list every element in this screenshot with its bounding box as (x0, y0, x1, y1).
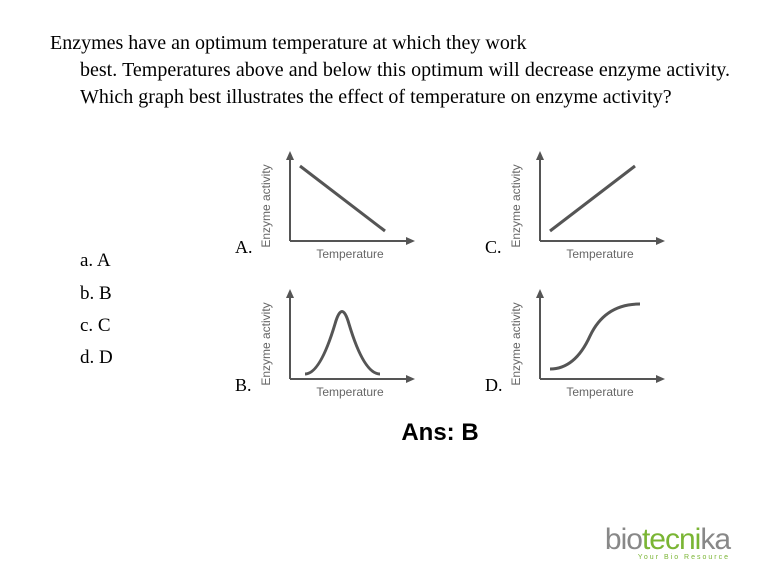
logo: biotecnika Your Bio Resource (605, 523, 730, 561)
graph-b-xlabel: Temperature (316, 385, 384, 399)
graph-c: C. Enzyme activity Temperature (490, 136, 680, 266)
logo-tecni: tecni (642, 523, 700, 556)
option-b: b. B (80, 278, 200, 310)
graph-b-label: B. (235, 375, 252, 396)
graph-d-label: D. (485, 375, 503, 396)
question-line2: best. Temperatures above and below this … (50, 57, 730, 111)
question-text: Enzymes have an optimum temperature at w… (50, 30, 730, 111)
answer-options: a. A b. B c. C d. D (80, 245, 200, 374)
graph-d-xlabel: Temperature (566, 385, 634, 399)
logo-ka: ka (700, 523, 730, 556)
graph-c-svg: Enzyme activity Temperature (510, 146, 670, 266)
graph-c-xlabel: Temperature (566, 247, 634, 261)
logo-bio: bio (605, 523, 642, 556)
graph-a-label: A. (235, 237, 253, 258)
graph-a-svg: Enzyme activity Temperature (260, 146, 420, 266)
graph-b: B. Enzyme activity Temperature (240, 274, 430, 404)
graph-d-svg: Enzyme activity Temperature (510, 284, 670, 404)
graph-b-svg: Enzyme activity Temperature (260, 284, 420, 404)
graph-d: D. Enzyme activity Temperature (490, 274, 680, 404)
graphs-grid: A. Enzyme activity Temperature C. Enzyme… (240, 136, 680, 404)
graph-a: A. Enzyme activity Temperature (240, 136, 430, 266)
option-d: d. D (80, 342, 200, 374)
graph-c-ylabel: Enzyme activity (510, 164, 523, 247)
option-a: a. A (80, 245, 200, 277)
question-line1: Enzymes have an optimum temperature at w… (50, 32, 527, 54)
graph-a-ylabel: Enzyme activity (260, 164, 273, 247)
graph-a-xlabel: Temperature (316, 247, 384, 261)
answer-text: Ans: B (150, 419, 730, 447)
graph-d-ylabel: Enzyme activity (510, 302, 523, 385)
graph-b-ylabel: Enzyme activity (260, 302, 273, 385)
option-c: c. C (80, 310, 200, 342)
graph-c-label: C. (485, 237, 502, 258)
content-row: a. A b. B c. C d. D A. Enzyme activity T… (50, 136, 730, 404)
logo-main: biotecnika (605, 523, 730, 557)
